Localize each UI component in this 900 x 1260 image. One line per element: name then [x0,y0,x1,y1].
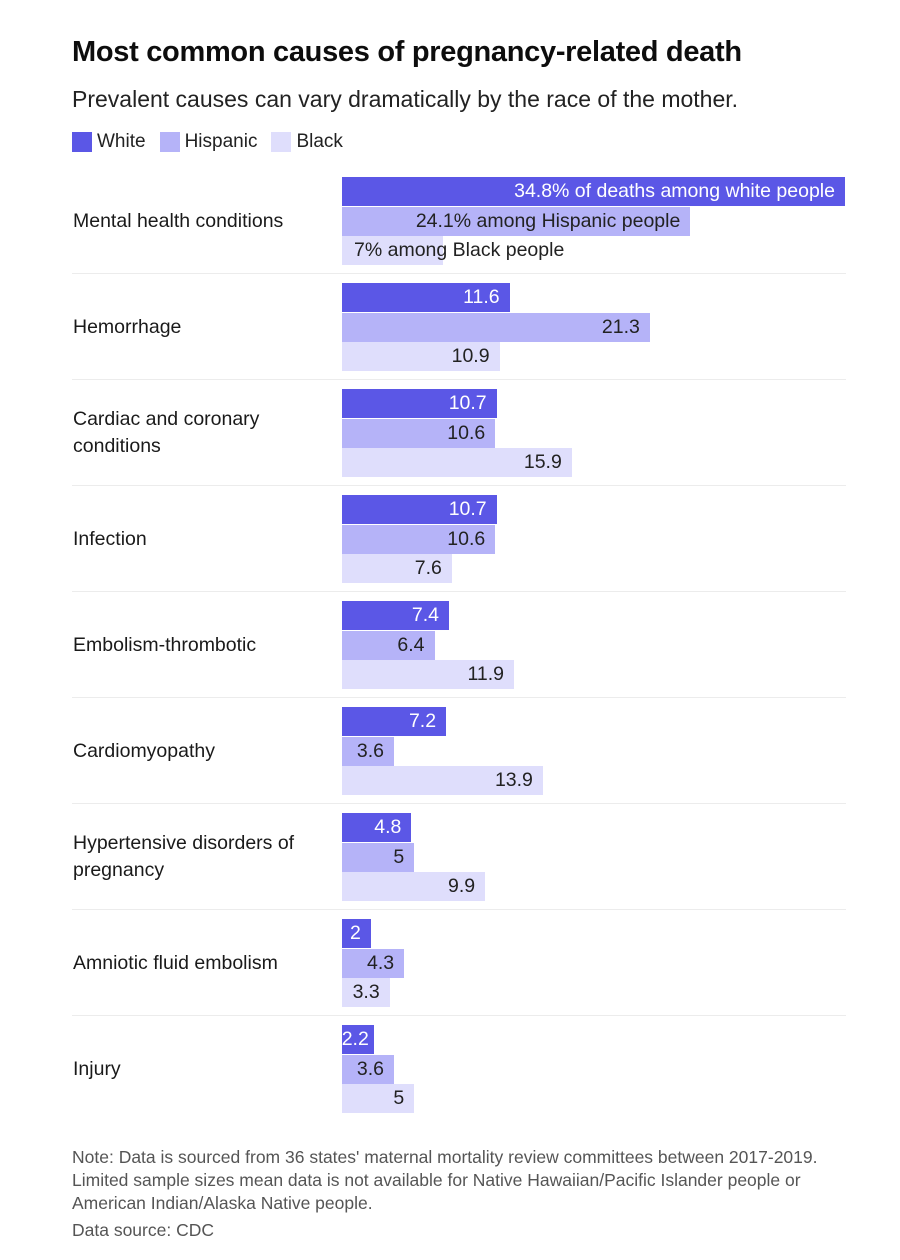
bar-black [342,448,572,477]
bar-chart: Mental health conditions 34.8% of deaths … [72,177,846,1113]
footnote: Note: Data is sourced from 36 states' ma… [72,1147,818,1213]
data-label-black: 7.6 [414,557,442,579]
bar-white [342,601,449,630]
group-divider [72,1015,846,1016]
bar-black [342,1084,415,1113]
data-label-hispanic: 10.6 [447,527,486,550]
category-label: Hypertensive disorders of pregnancy [73,832,295,882]
bar-hispanic [342,524,496,554]
legend-label-hispanic: Hispanic [184,131,258,152]
data-label-white: 34.8% of deaths among white people [514,180,835,202]
category-label: Amniotic fluid embolism [73,951,278,974]
bar-white [342,813,412,842]
category-label: Infection [73,527,147,550]
group-divider [72,697,846,698]
bar-hispanic [342,418,496,448]
legend-item-white: White [72,131,146,153]
group-divider [72,273,846,274]
bar-black [342,236,444,265]
bar-hispanic [342,736,395,766]
bar-black [342,554,452,583]
data-label-white: 10.7 [448,392,487,414]
legend-swatch-hispanic [159,132,180,152]
legend-swatch-white [72,132,92,152]
data-label-hispanic: 4.3 [367,951,395,974]
bar-white [342,919,371,948]
bar-hispanic [342,630,435,660]
category-label: Embolism-thrombotic [73,633,257,656]
category-label: Cardiomyopathy [73,739,215,762]
data-label-white: 4.8 [374,816,402,838]
bar-white [342,177,845,206]
data-label-black: 13.9 [494,769,533,791]
data-label-hispanic: 6.4 [397,633,425,656]
bar-black [342,872,486,901]
group-divider [72,591,846,592]
bar-black [342,766,543,795]
legend: White Hispanic Black [72,131,357,153]
bar-hispanic [342,1054,395,1084]
bar-white [342,495,497,524]
legend-label-black: Black [296,131,343,152]
bar-white [342,389,497,418]
data-label-hispanic: 3.6 [356,1057,385,1080]
data-label-hispanic: 21.3 [601,315,640,338]
legend-item-hispanic: Hispanic [159,131,258,153]
data-label-hispanic: 24.1% among Hispanic people [415,209,681,232]
bar-black [342,660,514,689]
data-label-hispanic: 3.6 [356,739,385,762]
data-label-white: 7.4 [411,604,439,626]
chart-title: Most common causes of pregnancy-related … [72,36,742,68]
data-label-black: 15.9 [523,451,562,473]
data-label-white: 2 [350,922,361,944]
data-label-black: 3.3 [352,981,380,1003]
data-label-black: 5 [393,1087,405,1109]
group-divider [72,909,846,910]
bar-hispanic [342,312,650,342]
category-label: Injury [73,1057,121,1080]
legend-label-white: White [97,131,146,152]
bar-white [342,283,510,312]
bar-white [342,707,447,736]
data-label-white: 2.2 [341,1028,369,1050]
data-label-black: 7% among Black people [354,239,565,261]
group-divider [72,803,846,804]
bar-hispanic [342,206,691,236]
bar-hispanic [342,842,415,872]
bar-black [342,978,390,1007]
data-label-black: 10.9 [451,345,490,367]
data-label-white: 10.7 [448,498,487,520]
data-label-hispanic: 5 [393,845,405,868]
data-label-white: 7.2 [408,710,437,732]
data-label-white: 11.6 [463,286,500,308]
category-label: Cardiac and coronary conditions [73,408,260,458]
data-source: Data source: CDC [72,1220,214,1240]
data-label-black: 9.9 [447,875,476,897]
bar-hispanic [342,948,405,978]
category-label: Mental health conditions [73,209,284,232]
bar-black [342,342,500,371]
data-label-hispanic: 10.6 [447,421,486,444]
group-divider [72,379,846,380]
legend-item-black: Black [271,131,343,153]
chart-subtitle: Prevalent causes can vary dramatically b… [72,86,739,112]
legend-swatch-black [271,132,292,152]
data-label-black: 11.9 [467,663,504,685]
group-divider [72,485,846,486]
category-label: Hemorrhage [73,315,182,338]
bar-white [342,1025,374,1054]
